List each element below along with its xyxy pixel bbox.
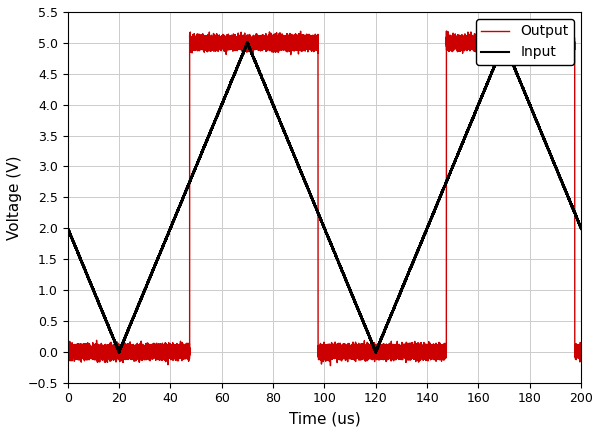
Input (373, 347, 380, 352)
Output (343, 349, 350, 355)
Input (261, 81, 268, 86)
X-axis label: Time (us): Time (us) (289, 411, 360, 426)
Input (343, 279, 350, 284)
Input (99, 310, 106, 315)
Output (445, 39, 452, 44)
Input (188, 176, 195, 181)
Legend: Output, Input: Output, Input (476, 19, 574, 65)
Output (64, 349, 71, 354)
Y-axis label: Voltage (V): Voltage (V) (7, 155, 22, 239)
Output (578, 349, 585, 354)
Output (261, 38, 268, 43)
Line: Input: Input (68, 42, 581, 353)
Input (445, 173, 452, 178)
Output (373, 351, 380, 356)
Output (188, 36, 195, 42)
Line: Output: Output (68, 31, 581, 365)
Output (327, 363, 334, 368)
Input (373, 350, 380, 355)
Output (99, 349, 106, 354)
Input (500, 39, 508, 45)
Input (64, 226, 71, 231)
Input (578, 225, 585, 230)
Output (443, 29, 450, 34)
